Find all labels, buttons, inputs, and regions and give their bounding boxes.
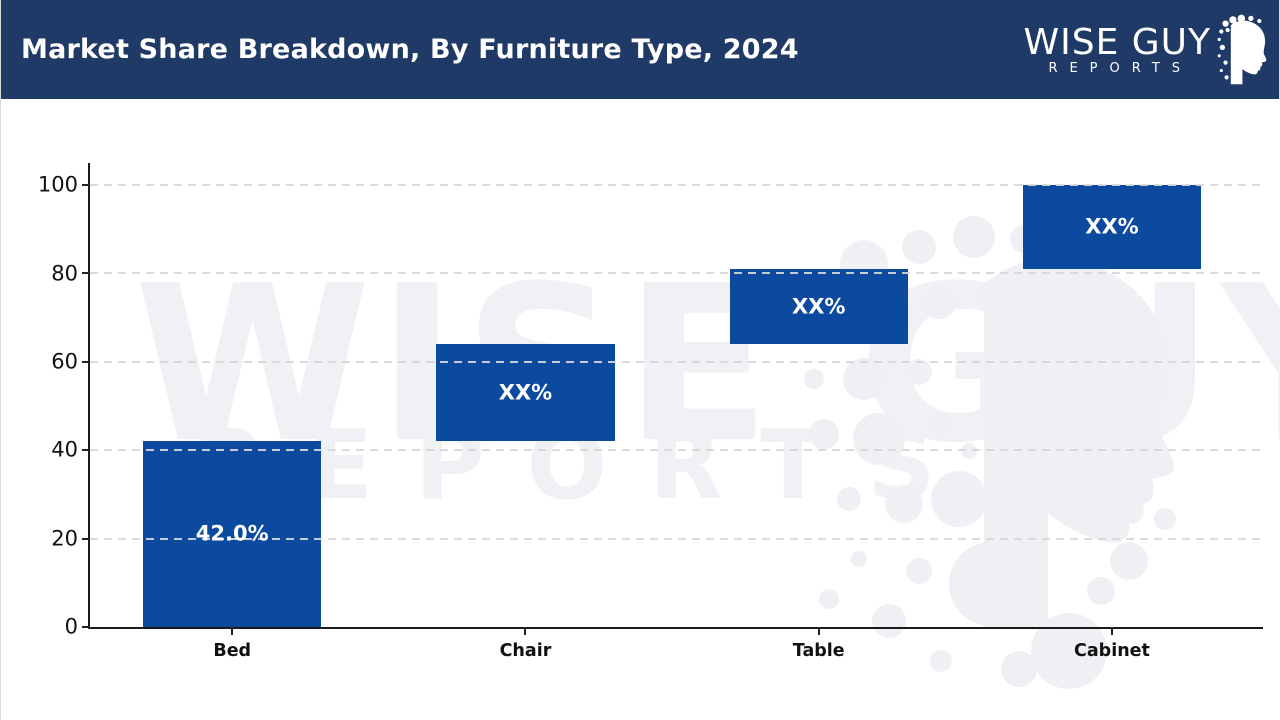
grid-line <box>90 272 1263 275</box>
y-tick-mark <box>82 272 90 275</box>
bar-value-label: XX% <box>792 294 846 319</box>
bar-segment <box>143 441 322 627</box>
chart-area: WISE GUY REPORTS 0 20 40 60 80 100 42.0% Bed XX%… <box>1 99 1280 720</box>
x-category-label: Chair <box>499 641 552 661</box>
bar-value-label: 42.0% <box>195 521 269 546</box>
x-tick-mark <box>1110 627 1113 635</box>
x-axis-spine <box>88 627 1263 629</box>
grid-line <box>90 449 1263 452</box>
y-tick-mark <box>82 449 90 452</box>
y-tick-label: 0 <box>64 614 78 639</box>
y-tick-mark <box>82 537 90 540</box>
brand-logo: WISE GUY REPORTS <box>1024 4 1274 96</box>
wiseguy-head-icon <box>1217 14 1267 84</box>
grid-line <box>90 184 1263 187</box>
x-tick-mark <box>231 627 234 635</box>
y-tick-label: 20 <box>51 526 78 551</box>
header-bar: Market Share Breakdown, By Furniture Typ… <box>1 0 1279 99</box>
y-tick-label: 100 <box>37 172 78 197</box>
y-tick-label: 80 <box>51 261 78 286</box>
grid-line <box>90 537 1263 540</box>
brand-logo-text: WISE GUY REPORTS <box>1024 24 1212 75</box>
bar-value-label: XX% <box>498 380 553 405</box>
chart-title: Market Share Breakdown, By Furniture Typ… <box>21 34 799 65</box>
bar-segment <box>1022 185 1202 270</box>
x-tick-mark <box>524 627 527 635</box>
x-category-label: Cabinet <box>1074 641 1150 661</box>
x-category-label: Table <box>792 641 845 661</box>
y-tick-mark <box>82 626 90 628</box>
x-category-label: Bed <box>213 641 252 661</box>
logo-wordmark: WISE GUY <box>1023 22 1211 64</box>
bar-value-label: XX% <box>1085 214 1139 239</box>
y-tick-label: 60 <box>51 349 78 374</box>
y-tick-mark <box>82 184 90 187</box>
grid-line <box>90 360 1263 363</box>
plot-area: 0 20 40 60 80 100 42.0% Bed XX% Chair XX% Table XX% C… <box>38 163 1263 661</box>
y-tick-label: 40 <box>51 437 78 462</box>
bar-segment <box>436 344 615 442</box>
logo-subtext: REPORTS <box>1048 60 1193 76</box>
x-tick-mark <box>817 627 820 635</box>
y-tick-mark <box>82 360 90 363</box>
y-axis-spine <box>88 163 90 629</box>
bar-segment <box>729 269 908 345</box>
